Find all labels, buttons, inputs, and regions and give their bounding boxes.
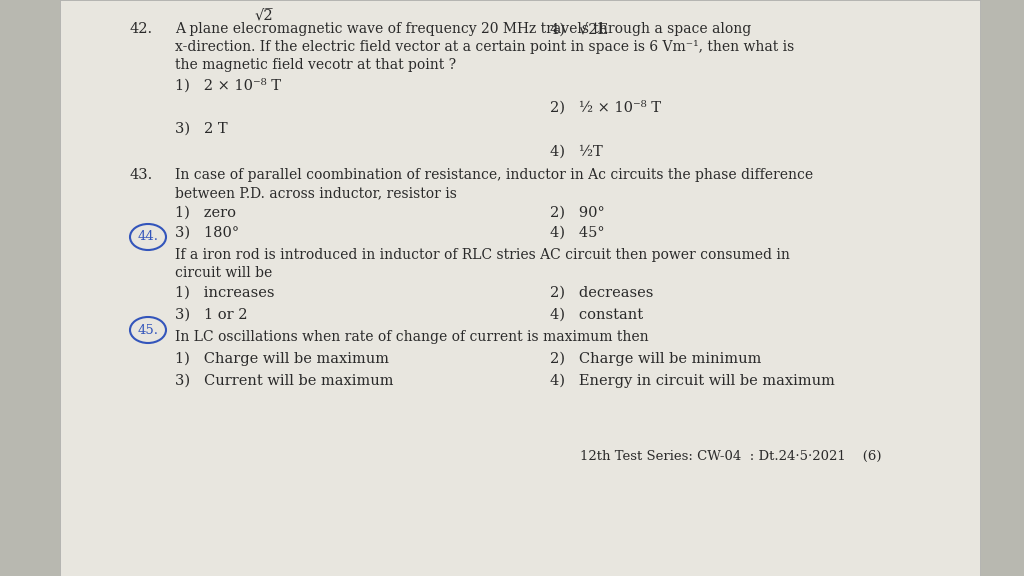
Text: 1)   Charge will be maximum: 1) Charge will be maximum: [175, 352, 389, 366]
Text: A plane elecromagnetic wave of frequency 20 MHz travels through a space along: A plane elecromagnetic wave of frequency…: [175, 22, 752, 36]
Text: 12th Test Series: CW-04  : Dt.24·5·2021    (6): 12th Test Series: CW-04 : Dt.24·5·2021 (…: [580, 450, 882, 463]
Text: 3)   Current will be maximum: 3) Current will be maximum: [175, 374, 393, 388]
Text: If a iron rod is introduced in inductor of RLC stries AC circuit then power cons: If a iron rod is introduced in inductor …: [175, 248, 790, 262]
Text: 3)   2 T: 3) 2 T: [175, 122, 227, 136]
Text: 3)   180°: 3) 180°: [175, 226, 240, 240]
Text: 4)   Energy in circuit will be maximum: 4) Energy in circuit will be maximum: [550, 374, 835, 388]
Text: 2)   Charge will be minimum: 2) Charge will be minimum: [550, 352, 762, 366]
Text: 45.: 45.: [137, 324, 159, 336]
Text: 1)   zero: 1) zero: [175, 206, 236, 220]
Text: 4)   constant: 4) constant: [550, 308, 643, 322]
Text: In case of parallel coombination of resistance, inductor in Ac circuits the phas: In case of parallel coombination of resi…: [175, 168, 813, 182]
Text: circuit will be: circuit will be: [175, 266, 272, 280]
Text: between P.D. across inductor, resistor is: between P.D. across inductor, resistor i…: [175, 186, 457, 200]
Bar: [60, 0, 980, 576]
Text: 4)   √2E: 4) √2E: [550, 22, 608, 36]
Text: 3)   1 or 2: 3) 1 or 2: [175, 308, 248, 322]
Text: 2)   90°: 2) 90°: [550, 206, 605, 220]
Text: 4)   45°: 4) 45°: [550, 226, 604, 240]
Text: 44.: 44.: [137, 230, 159, 244]
Text: 1)   increases: 1) increases: [175, 286, 274, 300]
Text: x-direction. If the electric field vector at a certain point in space is 6 Vm⁻¹,: x-direction. If the electric field vecto…: [175, 40, 795, 54]
Text: 1)   2 × 10⁻⁸ T: 1) 2 × 10⁻⁸ T: [175, 78, 281, 92]
Text: √2̅: √2̅: [255, 8, 273, 22]
Text: the magnetic field vecotr at that point ?: the magnetic field vecotr at that point …: [175, 58, 456, 72]
Text: 43.: 43.: [130, 168, 154, 182]
Text: 4)   ½T: 4) ½T: [550, 145, 603, 159]
Text: 2)   ½ × 10⁻⁸ T: 2) ½ × 10⁻⁸ T: [550, 100, 662, 115]
Text: In LC oscillations when rate of change of current is maximum then: In LC oscillations when rate of change o…: [175, 330, 648, 344]
Text: 42.: 42.: [130, 22, 154, 36]
Text: 2)   decreases: 2) decreases: [550, 286, 653, 300]
